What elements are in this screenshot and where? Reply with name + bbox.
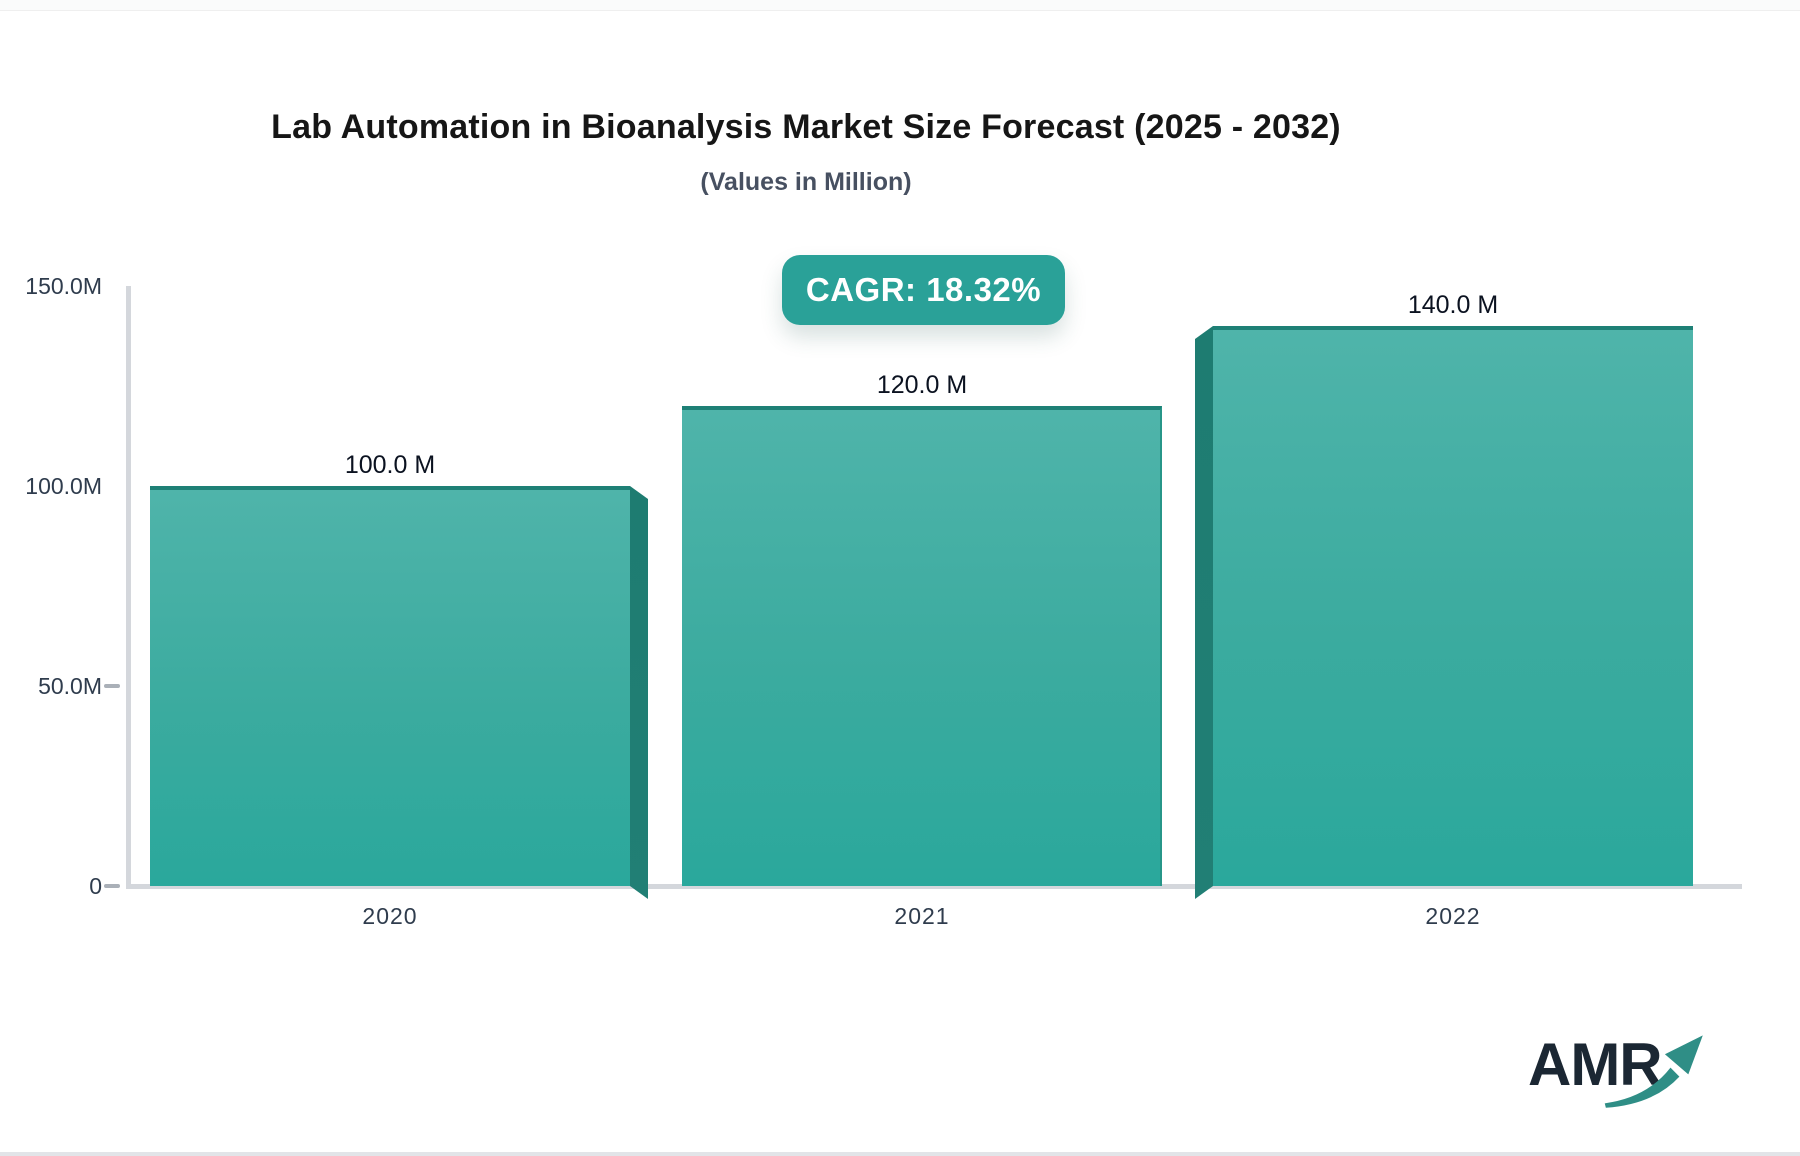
bar-value-label: 120.0 M — [876, 371, 968, 399]
amr-logo-text: AMR — [1528, 1031, 1663, 1098]
chart-subtitle: (Values in Million) — [700, 168, 912, 196]
bar-side-3d — [1195, 326, 1213, 899]
bar-value-label: 100.0 M — [344, 451, 436, 479]
x-axis-line — [126, 884, 1742, 889]
y-axis-line — [126, 286, 131, 885]
cagr-badge: CAGR: 18.32% — [782, 255, 1065, 325]
bar-2021 — [682, 406, 1162, 886]
bottom-divider — [0, 1152, 1800, 1156]
top-divider — [0, 0, 1800, 11]
y-axis-tick-label: 150.0M — [25, 273, 102, 299]
growth-arrow-icon — [1604, 1035, 1703, 1108]
chart-title: Lab Automation in Bioanalysis Market Siz… — [271, 108, 1341, 146]
bar-2020 — [150, 486, 630, 886]
bar-value-label: 140.0 M — [1407, 291, 1499, 319]
y-axis-tick-label: 100.0M — [25, 473, 102, 499]
bar-side-3d — [630, 486, 648, 899]
bar-2022 — [1213, 326, 1693, 886]
y-axis-tick-label: 0 — [89, 873, 102, 899]
y-axis-tick-label: 50.0M — [38, 673, 102, 699]
x-axis-label: 2021 — [894, 903, 950, 929]
y-axis-tick-mark — [104, 684, 120, 688]
amr-logo: AMR — [1528, 1030, 1718, 1120]
y-axis-tick-mark — [104, 884, 120, 888]
x-axis-label: 2020 — [362, 903, 418, 929]
x-axis-label: 2022 — [1425, 903, 1481, 929]
